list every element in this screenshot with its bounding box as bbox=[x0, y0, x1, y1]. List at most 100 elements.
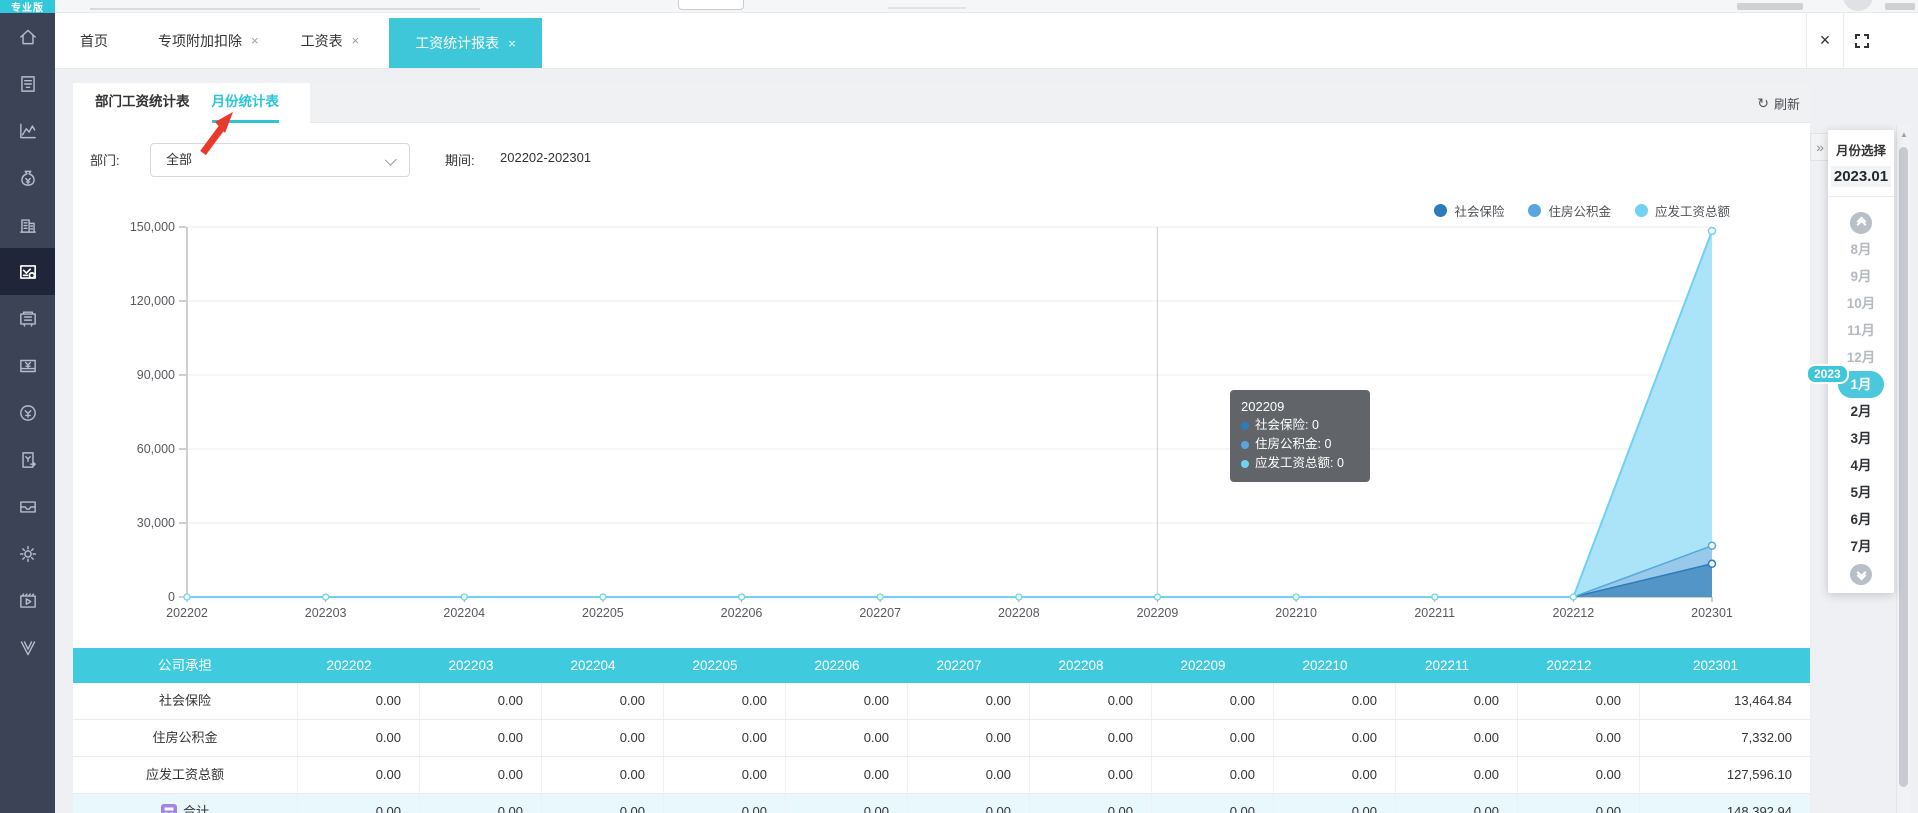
sidebar-item-invoice-atm[interactable] bbox=[0, 295, 55, 342]
subtabs: 部门工资统计表 月份统计表 bbox=[73, 83, 310, 123]
table-cell: 0.00 bbox=[1395, 720, 1517, 756]
sidebar: 专业版 bbox=[0, 0, 55, 813]
svg-text:0: 0 bbox=[168, 590, 175, 604]
sidebar-item-cashier[interactable] bbox=[0, 342, 55, 389]
table-cell: 0.00 bbox=[297, 757, 419, 793]
legend-item[interactable]: 社会保险 bbox=[1434, 201, 1504, 220]
table-cell: 0.00 bbox=[419, 683, 541, 719]
table-cell: 0.00 bbox=[1273, 757, 1395, 793]
table-cell: 148,392.94 bbox=[1639, 794, 1810, 813]
tab-salary-report[interactable]: 工资统计报表 × bbox=[389, 18, 542, 68]
table-cell: 0.00 bbox=[541, 720, 663, 756]
chart-legend: 社会保险 住房公积金 应发工资总额 bbox=[1434, 201, 1730, 220]
table-header-cell: 202203 bbox=[448, 658, 494, 673]
table-cell: 0.00 bbox=[1151, 683, 1273, 719]
tutorial-icon bbox=[19, 592, 36, 608]
subtab-strip: 部门工资统计表 月份统计表 ↻ 刷新 bbox=[73, 83, 1810, 123]
sidebar-item-reports-chart[interactable] bbox=[0, 107, 55, 154]
svg-text:90,000: 90,000 bbox=[137, 368, 175, 382]
month-item-8月[interactable]: 8月 bbox=[1850, 241, 1872, 257]
tab-close-icon[interactable]: × bbox=[351, 33, 360, 48]
sidebar-item-company[interactable] bbox=[0, 201, 55, 248]
home-icon bbox=[19, 29, 36, 44]
edition-badge: 专业版 bbox=[0, 0, 55, 14]
sidebar-item-billing[interactable] bbox=[0, 60, 55, 107]
month-item-11月[interactable]: 11月 bbox=[1847, 322, 1875, 338]
cashier-icon bbox=[19, 359, 36, 372]
table-cell: 0.00 bbox=[1273, 794, 1395, 813]
tab-home[interactable]: 首页 bbox=[80, 32, 108, 49]
table-cell: 0.00 bbox=[907, 794, 1029, 813]
row-label: 应发工资总额 bbox=[145, 767, 224, 782]
month-panel-collapse-button[interactable]: » bbox=[1810, 133, 1830, 161]
tab-salary-sheet[interactable]: 工资表 × bbox=[300, 32, 360, 49]
table-cell: 0.00 bbox=[785, 720, 907, 756]
sidebar-item-inbox[interactable] bbox=[0, 483, 55, 530]
department-select[interactable]: 全部 bbox=[150, 143, 410, 177]
table-cell: 0.00 bbox=[1029, 720, 1151, 756]
table-cell: 0.00 bbox=[663, 720, 785, 756]
month-item-10月[interactable]: 10月 bbox=[1846, 295, 1876, 311]
sidebar-item-tutorial[interactable] bbox=[0, 577, 55, 624]
table-header-row: 公司承担 202202 202203 202204 202205 202206 202207… bbox=[73, 648, 1810, 683]
month-item-4月[interactable]: 4月 bbox=[1850, 457, 1872, 473]
legend-item[interactable]: 应发工资总额 bbox=[1634, 201, 1730, 220]
table-header-cell: 202301 bbox=[1692, 658, 1739, 673]
svg-text:150,000: 150,000 bbox=[130, 220, 175, 234]
table-header-cell: 202205 bbox=[692, 658, 738, 673]
legend-dot-icon bbox=[1434, 204, 1448, 217]
previous-year-button[interactable] bbox=[1850, 211, 1872, 234]
svg-text:202206: 202206 bbox=[721, 606, 763, 620]
month-item-12月[interactable]: 12月 bbox=[1846, 349, 1876, 365]
tab-special-deduction[interactable]: 专项附加扣除 × bbox=[158, 32, 259, 49]
table-cell: 7,332.00 bbox=[1639, 720, 1810, 756]
month-item-5月[interactable]: 5月 bbox=[1850, 484, 1872, 500]
next-year-button[interactable] bbox=[1850, 563, 1872, 586]
table-cell: 0.00 bbox=[1517, 757, 1639, 793]
legend-item[interactable]: 住房公积金 bbox=[1528, 201, 1611, 220]
close-all-tabs-button[interactable]: × bbox=[1806, 13, 1843, 68]
svg-text:202210: 202210 bbox=[1275, 606, 1317, 620]
sidebar-item-settings[interactable] bbox=[0, 530, 55, 577]
table-cell: 0.00 bbox=[1395, 757, 1517, 793]
table-cell: 0.00 bbox=[1395, 683, 1517, 719]
table-cell: 0.00 bbox=[663, 683, 785, 719]
tab-close-icon[interactable]: × bbox=[251, 33, 259, 48]
cropped-top-toolbar bbox=[55, 0, 1918, 13]
sidebar-item-v-logo[interactable] bbox=[0, 624, 55, 671]
month-item-3月[interactable]: 3月 bbox=[1850, 430, 1872, 446]
sidebar-item-home[interactable] bbox=[0, 13, 55, 60]
cropped-toolbar-text bbox=[1885, 3, 1915, 10]
table-cell: 0.00 bbox=[1029, 794, 1151, 813]
month-item-6月[interactable]: 6月 bbox=[1850, 511, 1872, 527]
salary-area-chart: 0 30,000 60,000 90,000 120,000 150,000 202202 2… bbox=[130, 220, 1733, 620]
table-header-cell: 202208 bbox=[1058, 658, 1104, 673]
report-content-card: 部门工资统计表 月份统计表 ↻ 刷新 部门: 全部 期间: 202202-202… bbox=[73, 83, 1810, 813]
voucher-export-icon bbox=[21, 451, 36, 468]
sidebar-item-salary-report[interactable] bbox=[0, 248, 55, 295]
subtab-department-salary[interactable]: 部门工资统计表 bbox=[95, 94, 190, 109]
table-cell: 0.00 bbox=[541, 794, 663, 813]
month-item-1月[interactable]: 1月 2023 bbox=[1806, 363, 1884, 398]
inbox-icon bbox=[19, 500, 36, 513]
scrollbar-thumb[interactable] bbox=[1899, 147, 1908, 787]
cropped-toolbar-button bbox=[678, 0, 744, 10]
sidebar-item-tax[interactable] bbox=[0, 389, 55, 436]
page-scrollbar[interactable]: ▲ bbox=[1896, 125, 1910, 813]
month-item-2月[interactable]: 2月 bbox=[1850, 403, 1872, 419]
table-cell: 0.00 bbox=[1517, 683, 1639, 719]
tab-close-icon[interactable]: × bbox=[508, 35, 516, 51]
month-item-9月[interactable]: 9月 bbox=[1850, 268, 1872, 284]
svg-text:60,000: 60,000 bbox=[137, 442, 175, 456]
subtab-monthly-statistics[interactable]: 月份统计表 bbox=[211, 83, 279, 123]
scrollbar-up-arrow[interactable]: ▲ bbox=[1900, 130, 1908, 139]
month-item-7月[interactable]: 7月 bbox=[1850, 538, 1872, 554]
table-header-cell: 公司承担 bbox=[158, 658, 212, 673]
refresh-button[interactable]: ↻ 刷新 bbox=[1757, 94, 1800, 112]
sidebar-item-voucher-export[interactable] bbox=[0, 436, 55, 483]
sidebar-item-funds[interactable] bbox=[0, 154, 55, 201]
fullscreen-button[interactable] bbox=[1843, 13, 1880, 68]
table-cell: 0.00 bbox=[541, 683, 663, 719]
table-cell: 0.00 bbox=[1395, 794, 1517, 813]
svg-text:30,000: 30,000 bbox=[137, 516, 175, 530]
